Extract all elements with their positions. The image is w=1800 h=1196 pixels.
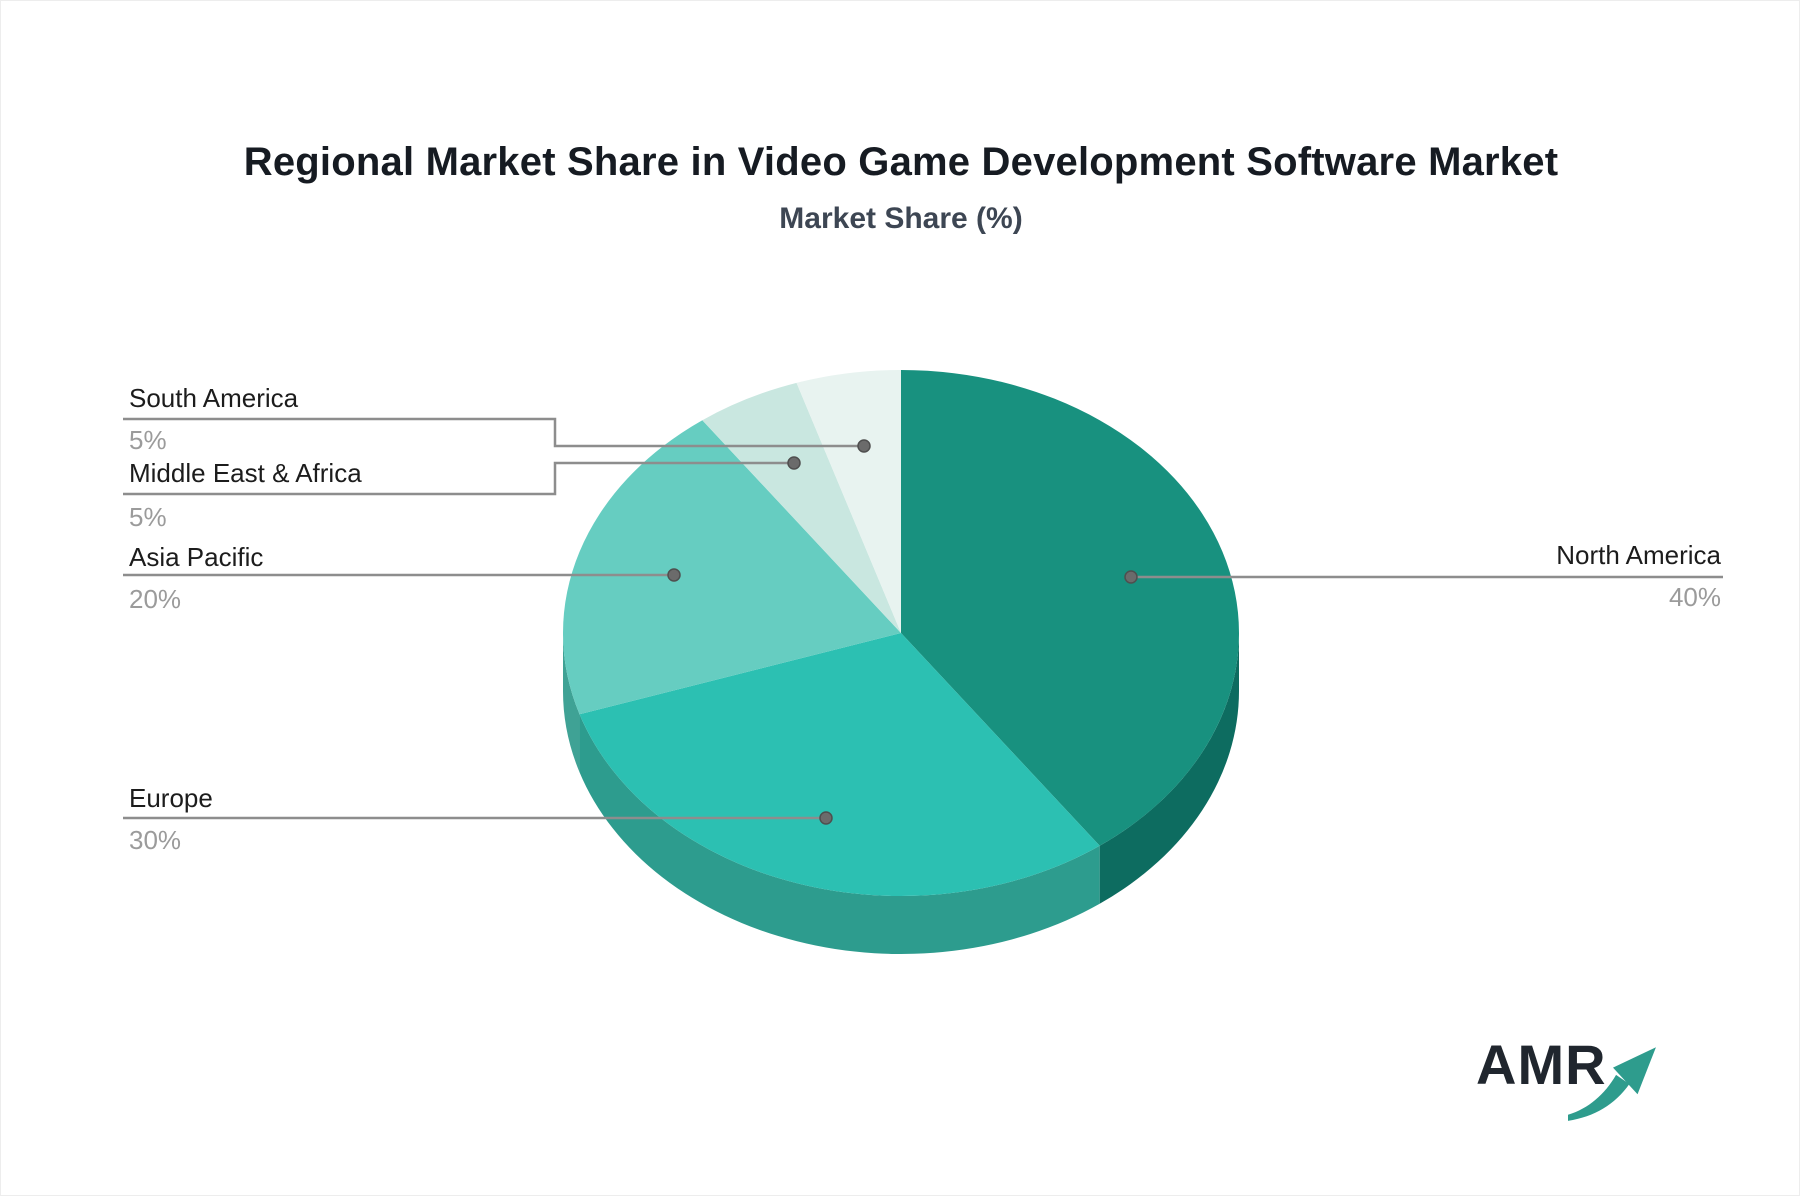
value-asia-pacific: 20% (129, 584, 182, 614)
leader-dot-south-america (857, 439, 871, 453)
pie-side-asia-pacific (563, 633, 580, 773)
value-south-america: 5% (129, 425, 167, 455)
value-middle-east-africa: 5% (129, 502, 167, 532)
value-europe: 30% (129, 825, 182, 855)
label-middle-east-africa: Middle East & Africa (129, 458, 362, 488)
pie-slice-north-america[interactable] (901, 370, 1239, 846)
pie-side-north-america (1099, 633, 1239, 904)
leader-line-middle-east-africa (123, 461, 794, 496)
pie-side-europe (579, 714, 1100, 955)
leader-dot-middle-east-africa (787, 456, 801, 470)
pie-slice-south-america[interactable] (796, 370, 901, 633)
amr-logo-text: AMR (1476, 1033, 1607, 1096)
label-europe: Europe (129, 783, 213, 813)
growth-arrow-icon (1568, 1047, 1656, 1121)
label-south-america: South America (129, 383, 299, 413)
leader-line-south-america (123, 417, 864, 448)
label-asia-pacific: Asia Pacific (129, 542, 264, 572)
label-north-america: North America (1556, 540, 1721, 570)
leader-dot-asia-pacific (667, 568, 681, 582)
leader-dot-north-america (1124, 570, 1138, 584)
amr-logo: AMR (1476, 1037, 1676, 1132)
pie-slice-asia-pacific[interactable] (563, 420, 901, 715)
chart-subtitle: Market Share (%) (779, 202, 1023, 235)
pie-slice-europe[interactable] (579, 633, 1100, 896)
chart-title: Regional Market Share in Video Game Deve… (243, 140, 1559, 184)
value-north-america: 40% (1668, 582, 1721, 612)
leader-dot-europe (819, 811, 833, 825)
